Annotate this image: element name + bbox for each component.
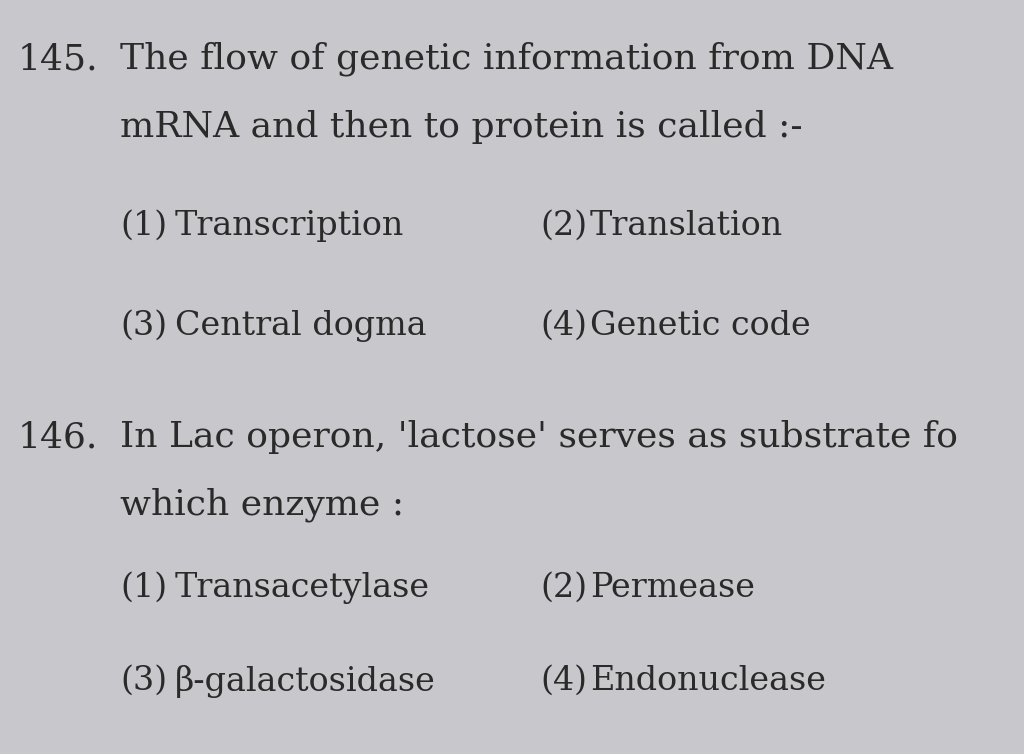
Text: which enzyme :: which enzyme : bbox=[120, 488, 404, 523]
Text: (1): (1) bbox=[120, 572, 167, 604]
Text: β-galactosidase: β-galactosidase bbox=[175, 665, 436, 698]
Text: (3): (3) bbox=[120, 665, 167, 697]
Text: The flow of genetic information from DNA: The flow of genetic information from DNA bbox=[120, 42, 893, 76]
Text: (3): (3) bbox=[120, 310, 167, 342]
Text: Transacetylase: Transacetylase bbox=[175, 572, 430, 604]
Text: Genetic code: Genetic code bbox=[590, 310, 811, 342]
Text: Transcription: Transcription bbox=[175, 210, 404, 242]
Text: (4): (4) bbox=[540, 665, 587, 697]
Text: (4): (4) bbox=[540, 310, 587, 342]
Text: Permease: Permease bbox=[590, 572, 755, 604]
Text: (2): (2) bbox=[540, 210, 587, 242]
Text: mRNA and then to protein is called :-: mRNA and then to protein is called :- bbox=[120, 110, 803, 144]
Text: 145.: 145. bbox=[18, 42, 98, 76]
Text: 146.: 146. bbox=[18, 420, 98, 454]
Text: Translation: Translation bbox=[590, 210, 783, 242]
Text: Endonuclease: Endonuclease bbox=[590, 665, 826, 697]
Text: (2): (2) bbox=[540, 572, 587, 604]
Text: Central dogma: Central dogma bbox=[175, 310, 427, 342]
Text: (1): (1) bbox=[120, 210, 167, 242]
Text: In Lac operon, 'lactose' serves as substrate fo: In Lac operon, 'lactose' serves as subst… bbox=[120, 420, 958, 454]
